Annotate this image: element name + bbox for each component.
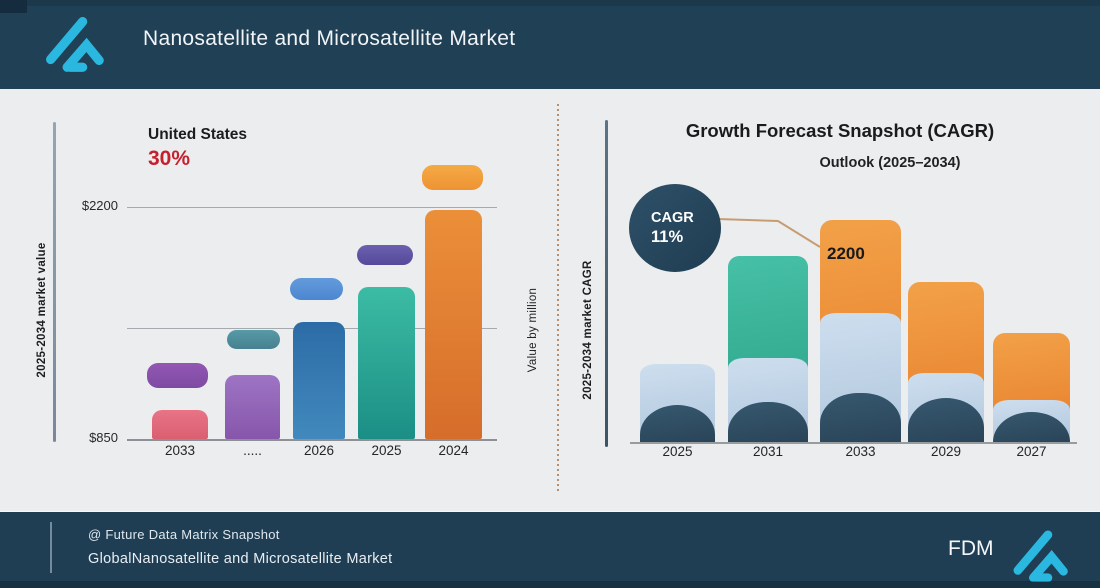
page-title: Nanosatellite and Microsatellite Market: [143, 27, 516, 50]
footer-bar: @ Future Data Matrix Snapshot GlobalNano…: [0, 511, 1100, 588]
right-chart-subtitle: Outlook (2025–2034): [819, 155, 961, 171]
x-label-2033: 2033: [164, 443, 196, 458]
bar-cap-2033: [147, 363, 208, 388]
footer-subtitle: GlobalNanosatellite and Microsatellite M…: [88, 551, 393, 567]
value-axis-label: Value by million: [527, 287, 539, 373]
x-label-2024: 2024: [438, 443, 469, 458]
bar-cap-.....: [227, 330, 280, 349]
bar-data-label: 2200: [827, 244, 865, 263]
gridline: [127, 207, 497, 208]
right-chart-title: Growth Forecast Snapshot (CAGR): [685, 120, 995, 141]
x-label-2031: 2031: [752, 444, 784, 459]
gridline: [127, 439, 497, 441]
divider-dotted-line: [557, 104, 559, 492]
x-label-2027: 2027: [1016, 444, 1047, 459]
footer-divider: [50, 522, 52, 573]
cagr-badge-value: 11%: [651, 227, 684, 246]
fdm-logo-icon: [1013, 530, 1068, 583]
left-chart-heading: United States: [148, 126, 248, 143]
y-tick-label: $2200: [81, 198, 118, 213]
bar-2025: [358, 287, 415, 439]
bar-2026: [293, 322, 345, 439]
left-y-axis: [53, 122, 56, 442]
footer-credit: @ Future Data Matrix Snapshot: [88, 527, 280, 542]
x-label-2026: 2026: [303, 443, 335, 458]
bar-segment-navy-2029: [908, 398, 984, 442]
bar-segment-navy-2031: [728, 402, 808, 442]
header-corner-notch: [0, 0, 27, 13]
left-chart-highlight: 30%: [148, 147, 191, 170]
x-label-2025: 2025: [662, 444, 693, 459]
bar-segment-navy-2033: [820, 393, 901, 442]
cagr-badge-label: CAGR: [651, 209, 694, 226]
bar-cap-2026: [290, 278, 343, 300]
right-baseline: [630, 442, 1077, 444]
footer-brand: FDM: [948, 537, 994, 560]
x-label-2033: 2033: [845, 444, 876, 459]
header-top-strip: [0, 0, 1100, 6]
header-bar: Nanosatellite and Microsatellite Market: [0, 0, 1100, 89]
x-label-2025: 2025: [371, 443, 402, 458]
bar-.....: [225, 375, 280, 439]
footer-bottom-strip: [0, 581, 1100, 588]
right-y-axis-label: 2025-2034 market CAGR: [582, 260, 594, 400]
cagr-badge: CAGR 11%: [629, 184, 721, 272]
bar-2033: [152, 410, 208, 439]
bar-2024: [425, 210, 482, 439]
fdm-logo-icon: [46, 17, 104, 72]
left-y-axis-label: 2025-2034 market value: [36, 242, 48, 378]
bar-cap-2024: [422, 165, 483, 190]
y-tick-label: $850: [89, 430, 118, 445]
x-label-2029: 2029: [930, 444, 962, 459]
bar-cap-2025: [357, 245, 413, 265]
x-label-.....: .....: [243, 443, 262, 458]
right-y-axis: [605, 120, 608, 447]
